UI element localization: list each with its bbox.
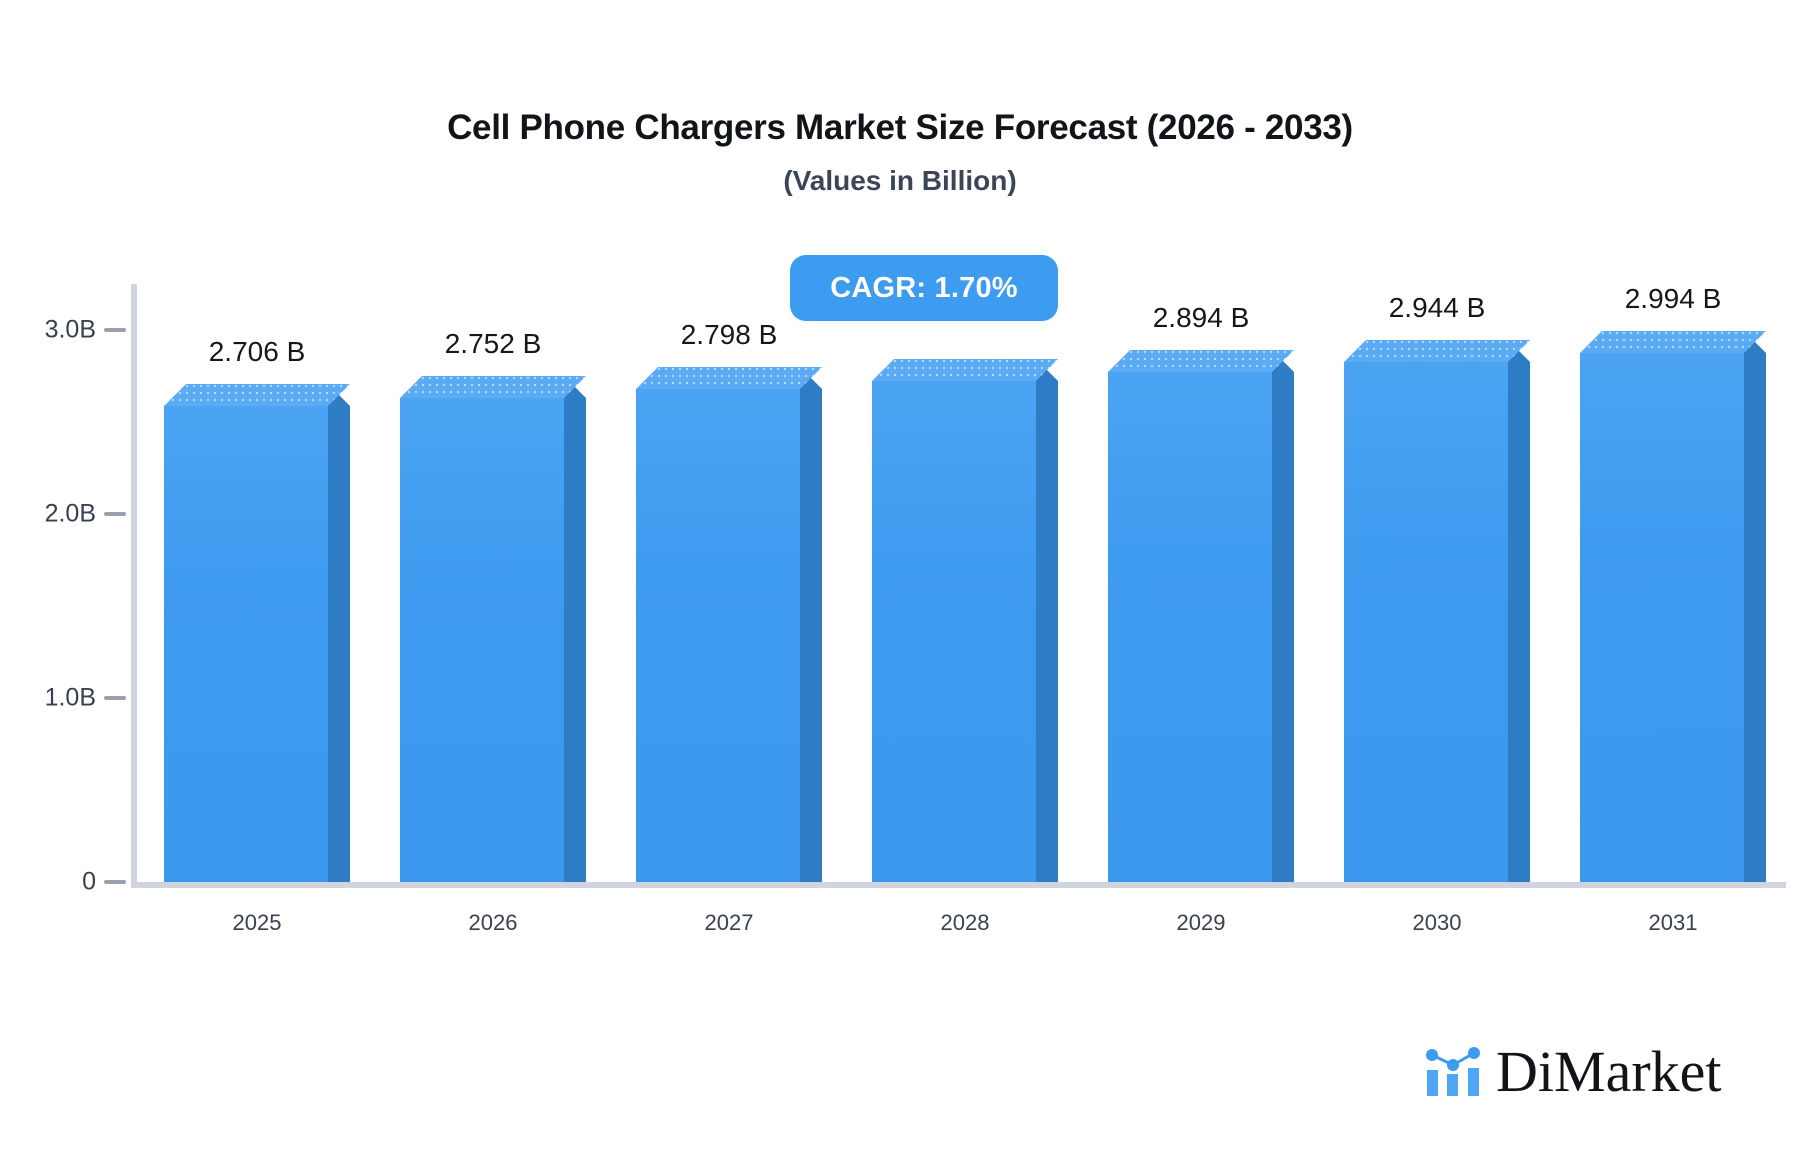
bar-side-face: [800, 367, 822, 882]
bar-2031[interactable]: [1580, 331, 1766, 882]
bar-side-face: [1508, 340, 1530, 882]
y-tick-dash: [104, 696, 126, 700]
bar-2029[interactable]: [1108, 350, 1294, 882]
y-tick-dash: [104, 328, 126, 332]
bar-2028[interactable]: [872, 359, 1058, 882]
bar-side-face: [328, 384, 350, 882]
x-tick-label: 2025: [232, 910, 282, 935]
bar-chart-icon: [1424, 1044, 1482, 1100]
bar-top-face: [1580, 331, 1766, 353]
bar-value-label: 2.752 B: [444, 328, 542, 359]
bar-front-face: [164, 406, 328, 882]
cagr-badge: CAGR: 1.70%: [790, 255, 1058, 321]
x-tick-label: 2031: [1648, 910, 1698, 935]
y-tick-label: 2.0B: [44, 499, 96, 528]
bar-2025[interactable]: [164, 384, 350, 882]
brand-name: DiMarket: [1496, 1039, 1722, 1104]
bar-top-face: [872, 359, 1058, 381]
y-tick-label: 3.0B: [44, 315, 96, 344]
bar-value-label: 2.994 B: [1624, 283, 1722, 314]
bar-2026[interactable]: [400, 376, 586, 882]
y-axis-line: [131, 284, 137, 887]
chart-subtitle: (Values in Billion): [783, 165, 1017, 196]
bar-value-label: 2.706 B: [208, 336, 306, 367]
y-tick-dash: [104, 880, 126, 884]
bar-front-face: [1580, 353, 1744, 882]
bar-front-face: [1344, 362, 1508, 882]
y-tick-label: 0: [82, 867, 96, 896]
bar-side-face: [564, 376, 586, 882]
bar-front-face: [1108, 372, 1272, 882]
x-tick-label: 2030: [1412, 910, 1462, 935]
bar-front-face: [872, 381, 1036, 882]
bar-2030[interactable]: [1344, 340, 1530, 882]
bar-top-face: [400, 376, 586, 398]
bar-top-face: [164, 384, 350, 406]
bar-2027[interactable]: [636, 367, 822, 882]
bar-front-face: [400, 398, 564, 882]
x-tick-label: 2029: [1176, 910, 1226, 935]
x-axis-line: [131, 882, 1786, 888]
bar-value-label: 2.798 B: [680, 319, 778, 350]
bar-top-face: [1108, 350, 1294, 372]
chart-title: Cell Phone Chargers Market Size Forecast…: [447, 108, 1353, 147]
bar-value-label: 2.894 B: [1152, 302, 1250, 333]
brand-logo: DiMarket: [1424, 1040, 1722, 1104]
bar-side-face: [1272, 350, 1294, 882]
bar-top-face: [636, 367, 822, 389]
x-tick-label: 2027: [704, 910, 754, 935]
y-tick-label: 1.0B: [44, 683, 96, 712]
x-tick-label: 2028: [940, 910, 990, 935]
bar-value-label: 2.944 B: [1388, 292, 1486, 323]
bar-side-face: [1744, 331, 1766, 882]
bar-front-face: [636, 389, 800, 882]
x-tick-label: 2026: [468, 910, 518, 935]
bar-side-face: [1036, 359, 1058, 882]
bar-top-face: [1344, 340, 1530, 362]
y-tick-dash: [104, 512, 126, 516]
